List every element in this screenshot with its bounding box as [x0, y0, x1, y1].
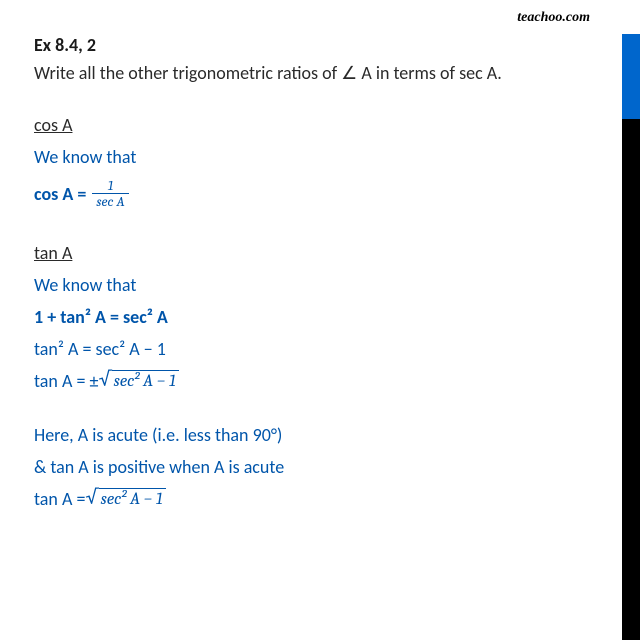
sqrt-expression: √ sec² A − 1 — [98, 370, 178, 391]
frac-denominator: sec A — [92, 193, 128, 209]
sqrt-expression-final: √ sec² A − 1 — [85, 488, 165, 509]
cos-lhs: cos A = — [34, 183, 86, 205]
radicand: sec² A − 1 — [112, 370, 179, 391]
tan-note2: & tan A is positive when A is acute — [34, 456, 600, 478]
cos-heading: cos A — [34, 114, 600, 136]
cos-equation: cos A = 1 sec A — [34, 178, 600, 210]
frac-numerator: 1 — [104, 178, 118, 193]
cos-know: We know that — [34, 146, 600, 168]
question-text: Write all the other trigonometric ratios… — [34, 62, 600, 84]
tan-step2-lhs: tan A = ± — [34, 370, 98, 392]
watermark: teachoo.com — [517, 10, 590, 26]
page-content: Ex 8.4, 2 Write all the other trigonomet… — [0, 0, 640, 510]
side-stripe-blue — [622, 34, 640, 119]
side-stripe-black — [622, 119, 640, 640]
tan-identity: 1 + tan² A = sec² A — [34, 306, 600, 328]
radical-icon: √ — [98, 370, 111, 388]
radicand-final: sec² A − 1 — [99, 488, 166, 509]
tan-final-lhs: tan A = — [34, 488, 85, 510]
radical-icon: √ — [85, 488, 98, 506]
tan-step1: tan² A = sec² A − 1 — [34, 338, 600, 360]
tan-note1: Here, A is acute (i.e. less than 90°) — [34, 424, 600, 446]
tan-step2: tan A = ± √ sec² A − 1 — [34, 370, 600, 392]
tan-know: We know that — [34, 274, 600, 296]
tan-final: tan A = √ sec² A − 1 — [34, 488, 600, 510]
exercise-title: Ex 8.4, 2 — [34, 34, 600, 56]
tan-heading: tan A — [34, 242, 600, 264]
cos-fraction: 1 sec A — [92, 178, 128, 210]
